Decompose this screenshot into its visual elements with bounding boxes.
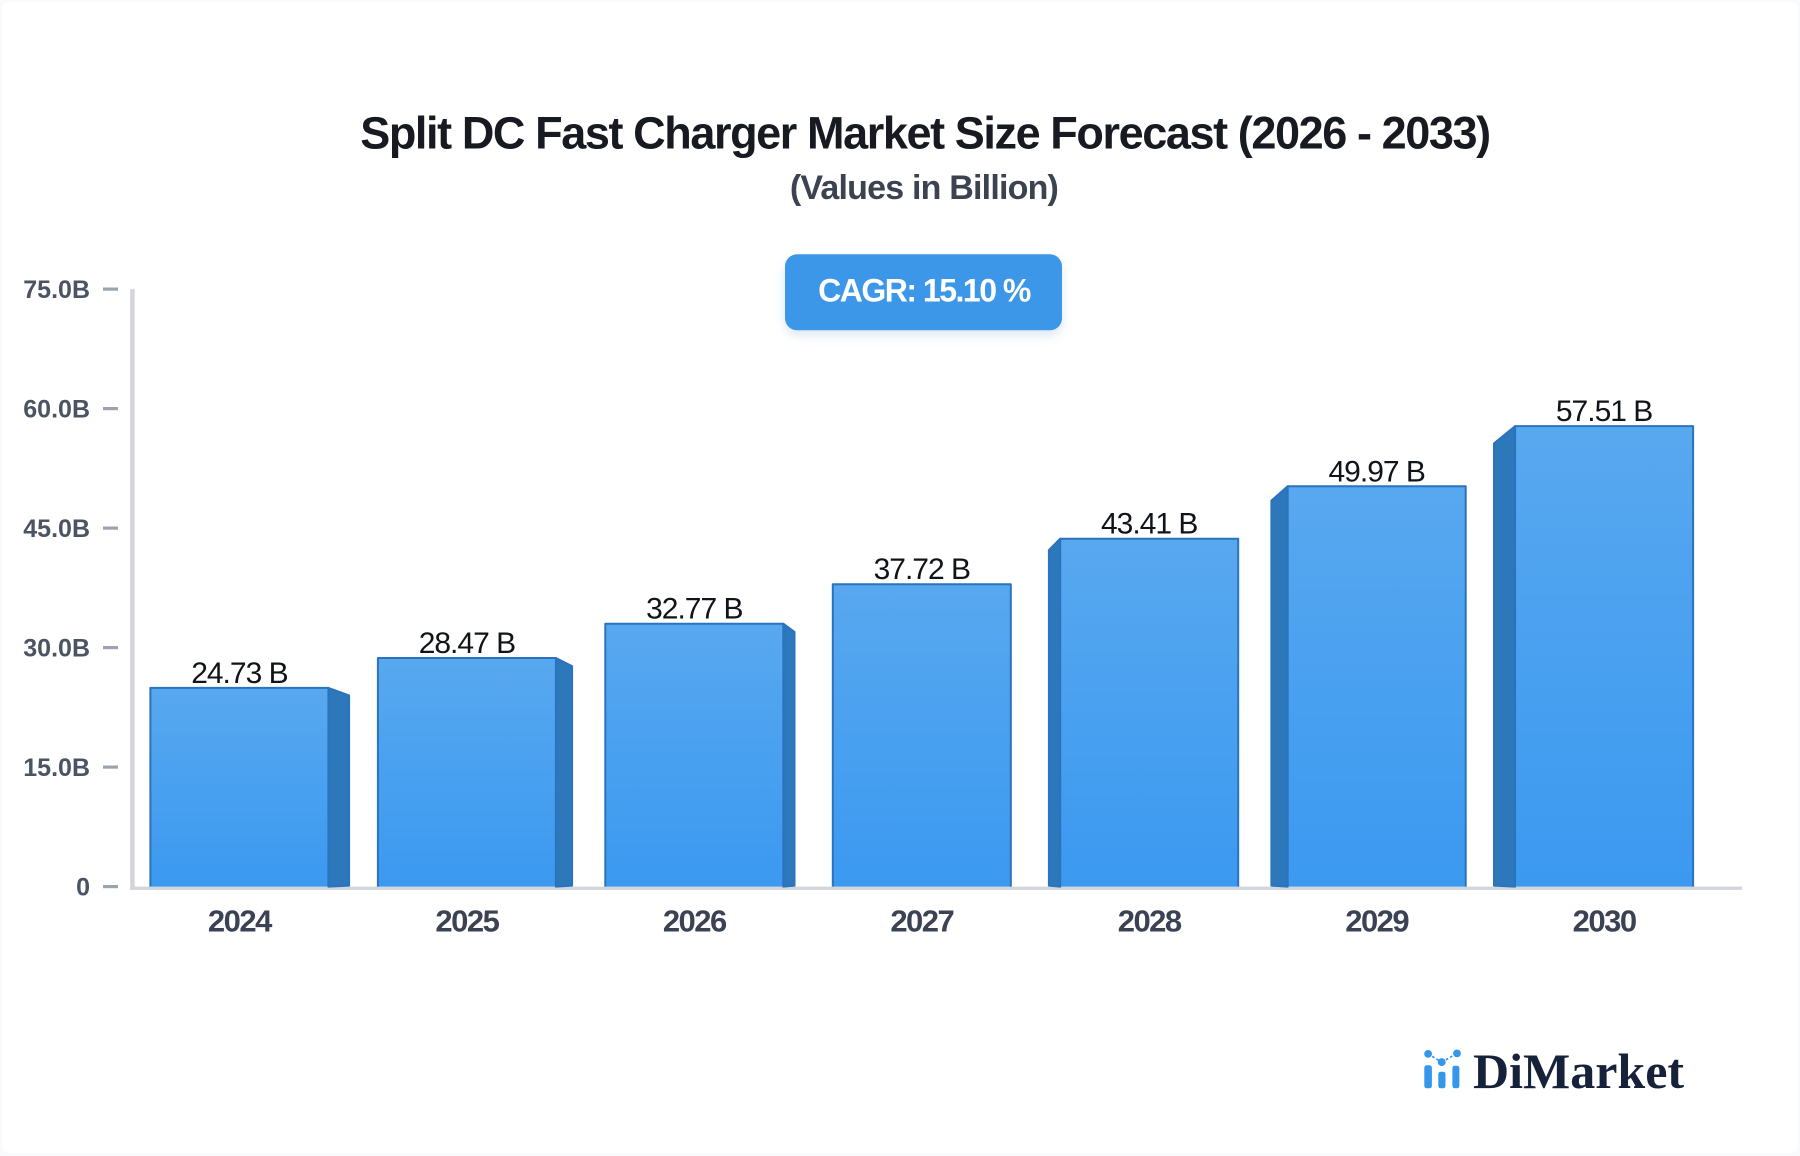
svg-text:DiMarket: DiMarket [1473, 1043, 1684, 1099]
svg-text:2030: 2030 [1573, 904, 1636, 939]
svg-text:43.41 B: 43.41 B [1101, 508, 1197, 541]
svg-text:24.73 B: 24.73 B [191, 657, 287, 690]
svg-text:37.72 B: 37.72 B [874, 553, 970, 586]
svg-text:28.47 B: 28.47 B [419, 627, 515, 660]
svg-text:30.0B: 30.0B [23, 634, 90, 662]
svg-text:32.77 B: 32.77 B [646, 593, 742, 626]
svg-text:2024: 2024 [208, 904, 273, 939]
svg-text:(Values in Billion): (Values in Billion) [790, 169, 1058, 207]
svg-text:15.0B: 15.0B [23, 754, 90, 782]
svg-text:60.0B: 60.0B [23, 395, 90, 423]
svg-text:2027: 2027 [890, 904, 953, 939]
svg-text:2028: 2028 [1118, 904, 1182, 939]
svg-text:2026: 2026 [663, 904, 727, 939]
svg-text:2025: 2025 [435, 904, 499, 939]
svg-text:75.0B: 75.0B [23, 276, 90, 304]
svg-text:CAGR: 15.10 %: CAGR: 15.10 % [818, 273, 1031, 309]
svg-text:45.0B: 45.0B [23, 515, 90, 543]
svg-text:Split DC Fast Charger Market S: Split DC Fast Charger Market Size Foreca… [360, 108, 1490, 159]
svg-text:57.51 B: 57.51 B [1556, 395, 1652, 428]
svg-text:49.97 B: 49.97 B [1328, 455, 1424, 488]
svg-text:2029: 2029 [1345, 904, 1409, 939]
svg-text:0: 0 [76, 873, 90, 901]
